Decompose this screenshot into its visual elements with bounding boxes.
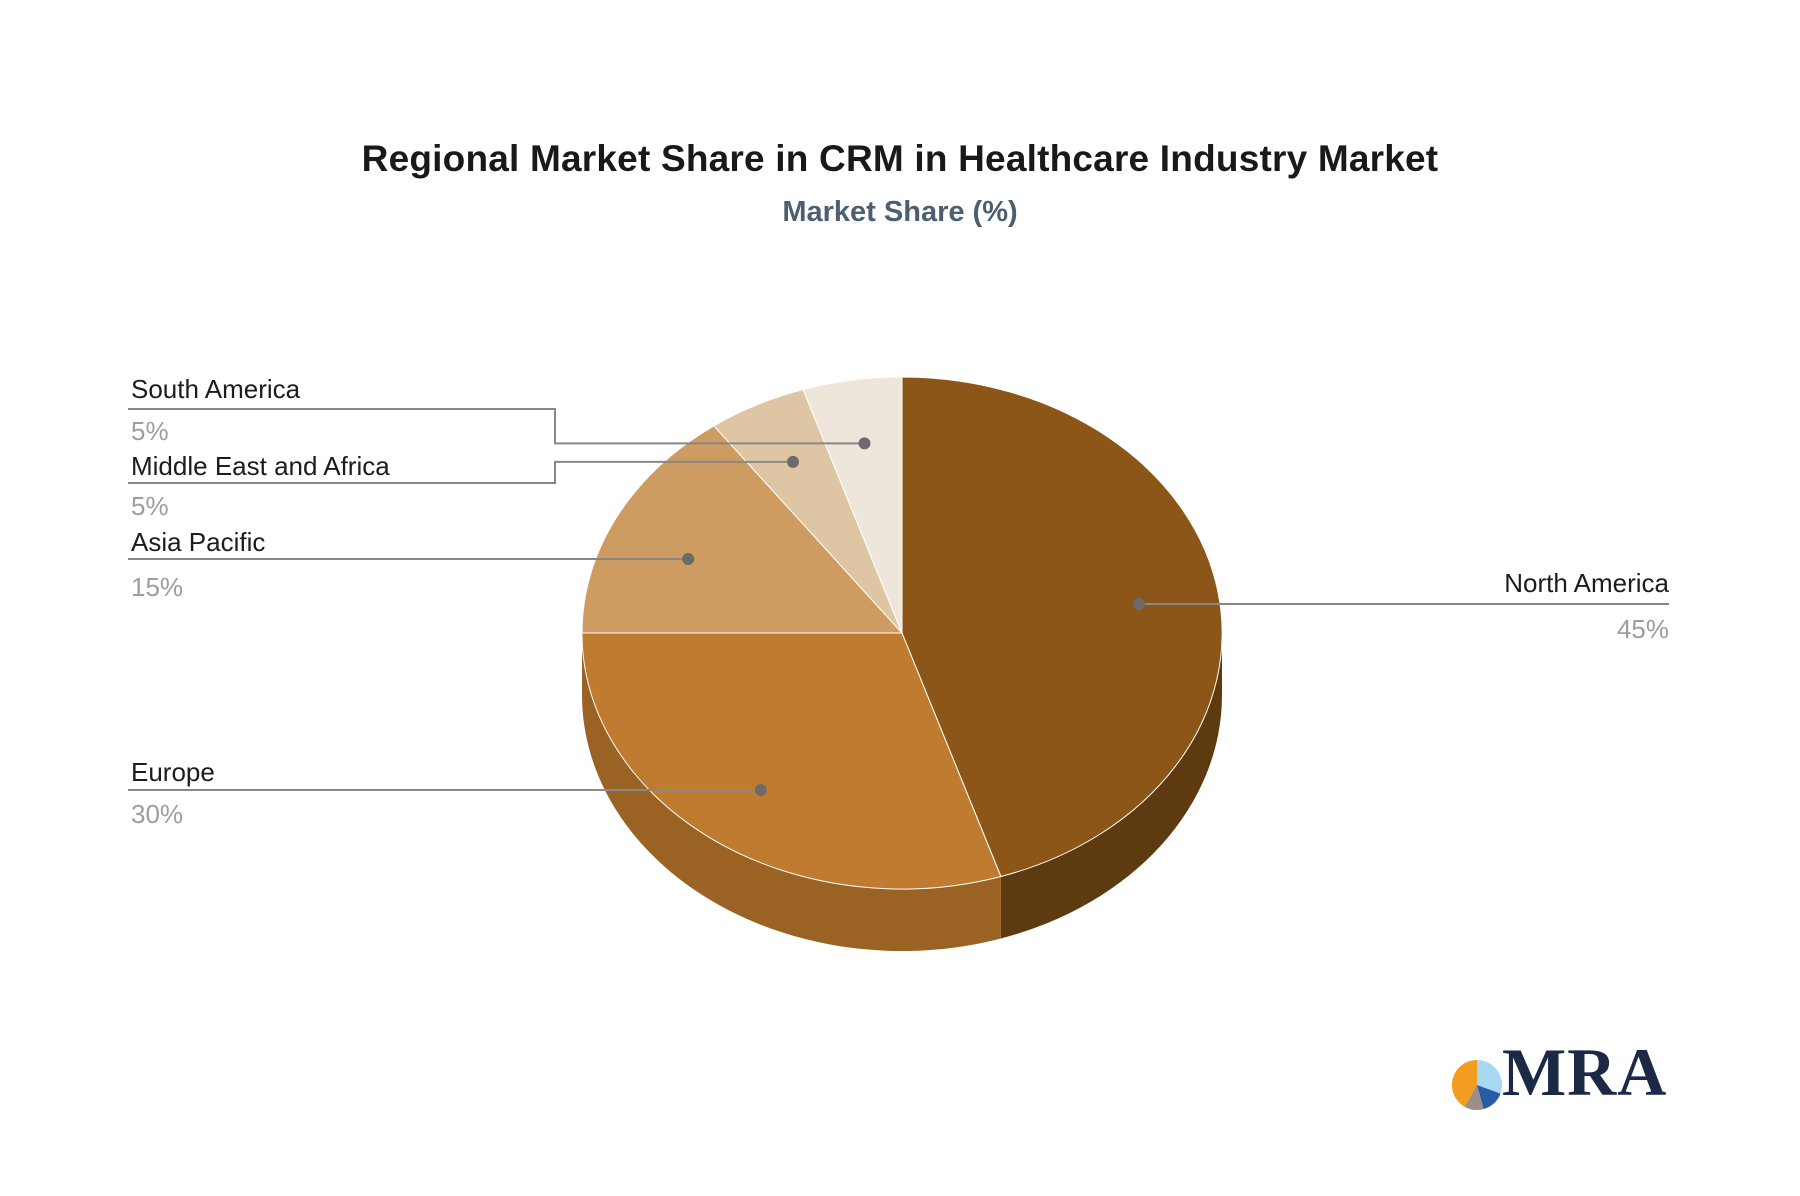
slice-label-north-america: North America — [1504, 568, 1669, 598]
callout-dot-north-america — [1133, 598, 1145, 610]
pie-slice-side-europe[interactable] — [582, 633, 1001, 952]
slice-label-middle-east-and-africa: Middle East and Africa — [131, 451, 390, 481]
callout-dot-middle-east-and-africa — [787, 455, 799, 468]
slice-label-south-america: South America — [131, 374, 301, 404]
callout-dot-asia-pacific — [682, 553, 695, 565]
pie-slice-north-america[interactable] — [901, 376, 1223, 878]
logo-pie-segment — [1464, 1085, 1484, 1110]
pie-slice-south-america[interactable] — [802, 376, 903, 634]
slice-label-europe: Europe — [131, 757, 215, 787]
slice-percent-south-america: 5% — [131, 416, 169, 446]
callout-dot-europe — [754, 784, 767, 796]
slice-label-asia-pacific: Asia Pacific — [131, 527, 265, 557]
logo-pie-icon — [1451, 1059, 1503, 1110]
chart-title: Regional Market Share in CRM in Healthca… — [361, 138, 1439, 179]
brand-logo: MRA — [1451, 1034, 1667, 1110]
callout-line-south-america — [128, 408, 865, 445]
pie-slice-asia-pacific[interactable] — [581, 425, 904, 634]
pie-slice-side-north-america[interactable] — [1000, 633, 1223, 939]
callout-line-middle-east-and-africa — [128, 460, 793, 484]
slice-percent-middle-east-and-africa: 5% — [131, 491, 169, 521]
slice-percent-north-america: 45% — [1617, 614, 1669, 644]
logo-pie-segment — [1451, 1059, 1477, 1107]
pie-slice-europe[interactable] — [581, 632, 1002, 890]
slice-percent-asia-pacific: 15% — [131, 572, 183, 602]
logo-pie-segment — [1477, 1060, 1503, 1094]
logo-pie-segment — [1477, 1085, 1501, 1110]
logo-text: MRA — [1502, 1034, 1667, 1110]
chart-subtitle: Market Share (%) — [782, 196, 1018, 228]
slice-percent-europe: 30% — [131, 799, 183, 829]
callout-dot-south-america — [858, 437, 871, 450]
